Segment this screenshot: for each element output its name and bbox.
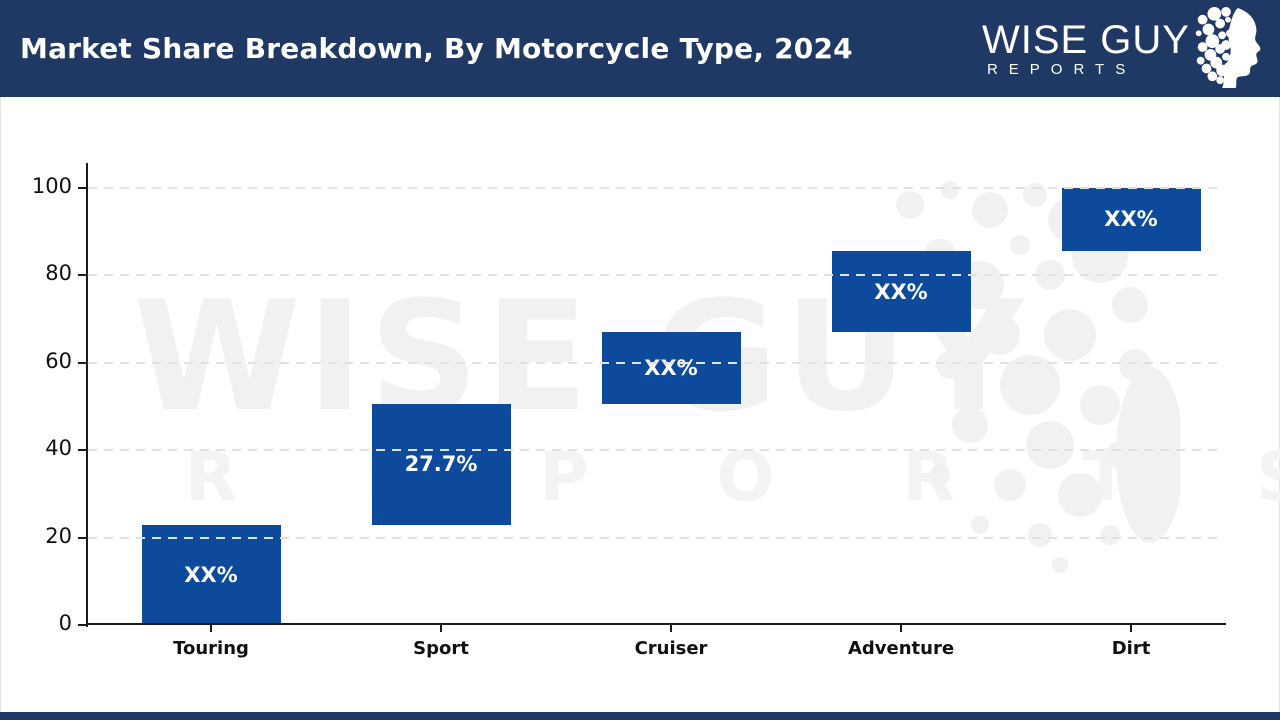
bar-sport: 27.7%	[371, 403, 511, 525]
footer-bar	[0, 712, 1280, 720]
logo-wiseguy-text: WISE GUY	[981, 18, 1190, 62]
x-tick-mark	[210, 625, 212, 632]
gridline-40	[88, 449, 1224, 451]
gridline-100	[88, 186, 1224, 189]
x-tick-mark	[440, 625, 442, 632]
gridline-60	[88, 361, 1224, 364]
bar-adventure: XX%	[831, 250, 971, 333]
x-tick-label-dirt: Dirt	[1111, 638, 1151, 659]
bar-cruiser: XX%	[601, 332, 741, 404]
gridline-20	[88, 536, 1224, 539]
y-tick-mark	[78, 624, 86, 626]
page-title: Market Share Breakdown, By Motorcycle Ty…	[20, 32, 853, 65]
x-tick-label-touring: Touring	[173, 638, 249, 659]
x-tick-label-adventure: Adventure	[847, 638, 955, 659]
bar-value-label: XX%	[874, 279, 928, 304]
x-tick-label-sport: Sport	[413, 638, 469, 659]
head-profile-dots-icon	[1192, 6, 1262, 92]
bar-value-label: XX%	[184, 562, 238, 587]
y-tick-mark	[78, 449, 86, 451]
x-tick-mark	[900, 625, 902, 632]
y-tick-mark	[78, 536, 86, 539]
bar-value-label: XX%	[1104, 207, 1158, 232]
wise-guy-reports-logo: WISE GUY REPORTS	[982, 6, 1280, 92]
bar-dirt: XX%	[1061, 187, 1201, 251]
y-tick-label: 40	[45, 436, 72, 460]
x-tick-mark	[670, 625, 672, 632]
y-tick-mark	[78, 186, 86, 189]
bar-touring: XX%	[141, 524, 281, 625]
header: Market Share Breakdown, By Motorcycle Ty…	[0, 0, 1280, 97]
y-axis-line	[86, 163, 88, 627]
logo-text: WISE GUY REPORTS	[982, 19, 1190, 78]
x-tick-label-cruiser: Cruiser	[634, 638, 708, 659]
x-axis-line	[86, 623, 1226, 625]
y-tick-label: 60	[45, 348, 72, 373]
y-tick-mark	[78, 274, 86, 276]
y-tick-label: 20	[45, 523, 72, 548]
x-tick-mark	[1130, 625, 1132, 632]
bar-value-label: 27.7%	[404, 452, 478, 477]
bar-value-label: XX%	[644, 355, 698, 380]
gridline-80	[88, 274, 1224, 276]
y-tick-mark	[78, 361, 86, 364]
y-tick-label: 0	[58, 611, 72, 635]
y-tick-label: 80	[45, 261, 72, 285]
y-tick-label: 100	[31, 173, 72, 198]
logo-reports-text: REPORTS	[986, 61, 1137, 78]
